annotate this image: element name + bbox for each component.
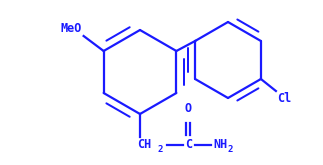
Text: O: O — [184, 102, 192, 115]
Text: 2: 2 — [158, 145, 163, 153]
Text: MeO: MeO — [60, 22, 82, 35]
Text: C: C — [185, 138, 192, 151]
Text: CH: CH — [137, 138, 151, 151]
Text: Cl: Cl — [277, 92, 291, 105]
Text: 2: 2 — [228, 145, 234, 153]
Text: NH: NH — [213, 138, 227, 151]
